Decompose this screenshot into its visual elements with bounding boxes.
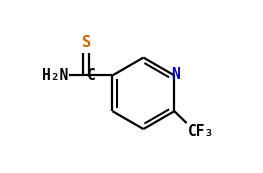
Text: N: N [171, 67, 180, 82]
Text: H₂N: H₂N [42, 68, 68, 83]
Text: C: C [87, 68, 96, 83]
Text: S: S [82, 35, 91, 50]
Text: CF₃: CF₃ [188, 124, 214, 139]
